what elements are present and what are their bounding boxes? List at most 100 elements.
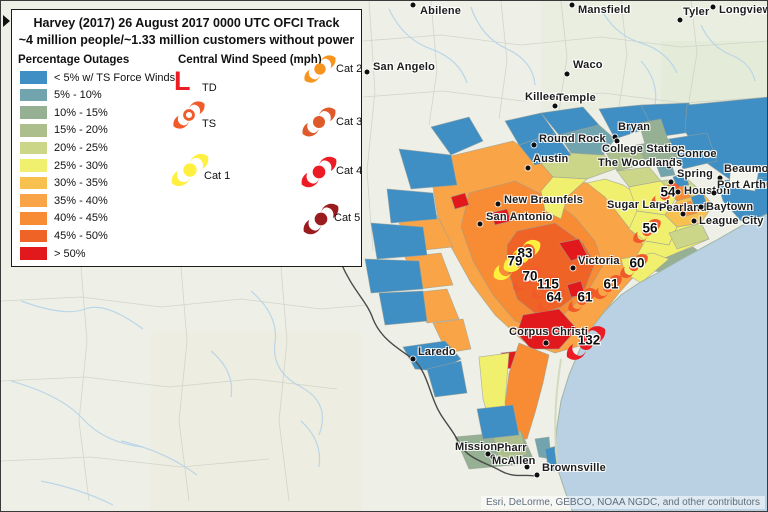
nodata-county bbox=[728, 164, 760, 192]
title-line2: ~4 million people/~1.33 million customer… bbox=[18, 32, 355, 47]
city-label: Round Rock bbox=[539, 133, 606, 145]
city-label: Mansfield bbox=[578, 4, 631, 16]
outage-legend-row: > 50% bbox=[20, 246, 86, 261]
city-dot bbox=[680, 211, 686, 217]
outage-label: 30% - 35% bbox=[54, 177, 108, 190]
outage-swatch bbox=[20, 212, 47, 225]
city-dot bbox=[698, 204, 704, 210]
hurricane-symbol-icon bbox=[302, 200, 340, 238]
city-label: Bryan bbox=[618, 121, 651, 133]
city-label: New Braunfels bbox=[504, 194, 584, 206]
city-label: Victoria bbox=[578, 255, 620, 267]
track-wind-speed: 56 bbox=[642, 220, 658, 236]
wind-category-label: Cat 2 bbox=[336, 63, 363, 75]
city-label: Waco bbox=[573, 59, 603, 71]
outage-legend-row: 5% - 10% bbox=[20, 88, 102, 103]
hurricane-symbol-icon bbox=[303, 52, 337, 86]
outage-legend-row: 40% - 45% bbox=[20, 211, 108, 226]
outage-legend-row: 25% - 30% bbox=[20, 158, 108, 173]
city-dot bbox=[531, 142, 537, 148]
outage-label: 10% - 15% bbox=[54, 106, 108, 119]
city-label: Houston bbox=[684, 185, 731, 197]
city-label: San Antonio bbox=[486, 211, 553, 223]
city-dot bbox=[710, 4, 716, 10]
outage-label: 45% - 50% bbox=[54, 229, 108, 242]
city-dot bbox=[675, 189, 681, 195]
city-dot bbox=[677, 17, 683, 23]
city-label: Beaumont bbox=[724, 163, 768, 175]
outage-label: < 5% w/ TS Force Winds bbox=[54, 71, 176, 84]
wind-legend-header: Central Wind Speed (mph) bbox=[178, 54, 322, 66]
city-dot bbox=[612, 134, 618, 140]
city-dot bbox=[524, 464, 530, 470]
outage-legend-row: 15% - 20% bbox=[20, 123, 108, 138]
track-wind-speed: 64 bbox=[546, 289, 562, 305]
outage-swatch bbox=[20, 141, 47, 155]
city-label: Abilene bbox=[420, 5, 462, 17]
outage-swatch bbox=[20, 124, 47, 137]
track-wind-speed: 70 bbox=[522, 268, 538, 284]
city-dot bbox=[670, 157, 676, 163]
hurricane-symbol-icon bbox=[172, 98, 206, 132]
city-dot bbox=[364, 69, 370, 75]
hurricane-symbol-icon bbox=[300, 153, 338, 191]
outage-label: 25% - 30% bbox=[54, 159, 108, 172]
city-label: College Station bbox=[602, 143, 686, 155]
city-label: Tyler bbox=[683, 6, 710, 18]
city-dot bbox=[543, 340, 549, 346]
td-symbol: L bbox=[174, 66, 191, 96]
track-wind-speed: 79 bbox=[507, 253, 523, 269]
outage-label: 35% - 40% bbox=[54, 194, 108, 207]
track-wind-speed: 60 bbox=[629, 255, 645, 271]
outage-label: 40% - 45% bbox=[54, 212, 108, 225]
city-label: Mission bbox=[455, 441, 498, 453]
outage-label: 20% - 25% bbox=[54, 141, 108, 154]
outage-label: 5% - 10% bbox=[54, 89, 102, 102]
outages-legend-header: Percentage Outages bbox=[18, 54, 130, 66]
wind-category-label: TS bbox=[202, 118, 217, 130]
city-label: McAllen bbox=[492, 455, 536, 467]
track-wind-speed: 61 bbox=[577, 289, 593, 305]
city-label: Brownsville bbox=[542, 462, 606, 474]
city-dot bbox=[666, 163, 672, 169]
city-dot bbox=[668, 179, 674, 185]
outage-legend-row: 45% - 50% bbox=[20, 228, 108, 243]
legend-panel: Harvey (2017) 26 August 2017 0000 UTC OF… bbox=[11, 9, 362, 267]
outage-swatch bbox=[20, 247, 47, 260]
wind-category-label: TD bbox=[202, 82, 217, 94]
outage-legend-row: 35% - 40% bbox=[20, 193, 108, 208]
city-dot bbox=[525, 165, 531, 171]
attribution: Esri, DeLorme, GEBCO, NOAA NGDC, and oth… bbox=[481, 496, 765, 509]
outage-legend-row: < 5% w/ TS Force Winds bbox=[20, 70, 175, 85]
city-label: Port Arthur bbox=[717, 179, 767, 191]
outage-swatch bbox=[20, 229, 47, 243]
hurricane-symbol-icon bbox=[301, 104, 337, 140]
city-dot bbox=[485, 451, 491, 457]
city-label: League City bbox=[699, 215, 764, 227]
city-label: Baytown bbox=[706, 201, 754, 213]
track-wind-speed: 54 bbox=[660, 184, 676, 200]
city-dot bbox=[477, 221, 483, 227]
city-label: Temple bbox=[557, 92, 596, 104]
map-title: Harvey (2017) 26 August 2017 0000 UTC OF… bbox=[12, 15, 361, 49]
city-label: Corpus Christi bbox=[509, 326, 589, 338]
city-dot bbox=[691, 218, 697, 224]
track-wind-speed: 61 bbox=[603, 276, 619, 292]
city-label: Longview bbox=[719, 4, 768, 16]
city-label: San Angelo bbox=[373, 61, 436, 73]
city-dot bbox=[410, 2, 416, 8]
city-dot bbox=[711, 190, 717, 196]
outage-swatch bbox=[20, 71, 47, 84]
city-label: Pharr bbox=[497, 442, 527, 454]
city-dot bbox=[564, 71, 570, 77]
title-line1: Harvey (2017) 26 August 2017 0000 UTC OF… bbox=[33, 16, 340, 30]
barrier-island bbox=[554, 358, 562, 470]
city-dot bbox=[410, 356, 416, 362]
city-dot bbox=[552, 103, 558, 109]
outage-swatch bbox=[20, 194, 47, 207]
outage-swatch bbox=[20, 176, 47, 190]
city-dot bbox=[570, 265, 576, 271]
track-wind-speed: 115 bbox=[537, 276, 559, 292]
city-label: Spring bbox=[677, 168, 714, 180]
hurricane-symbol-icon bbox=[170, 150, 210, 190]
